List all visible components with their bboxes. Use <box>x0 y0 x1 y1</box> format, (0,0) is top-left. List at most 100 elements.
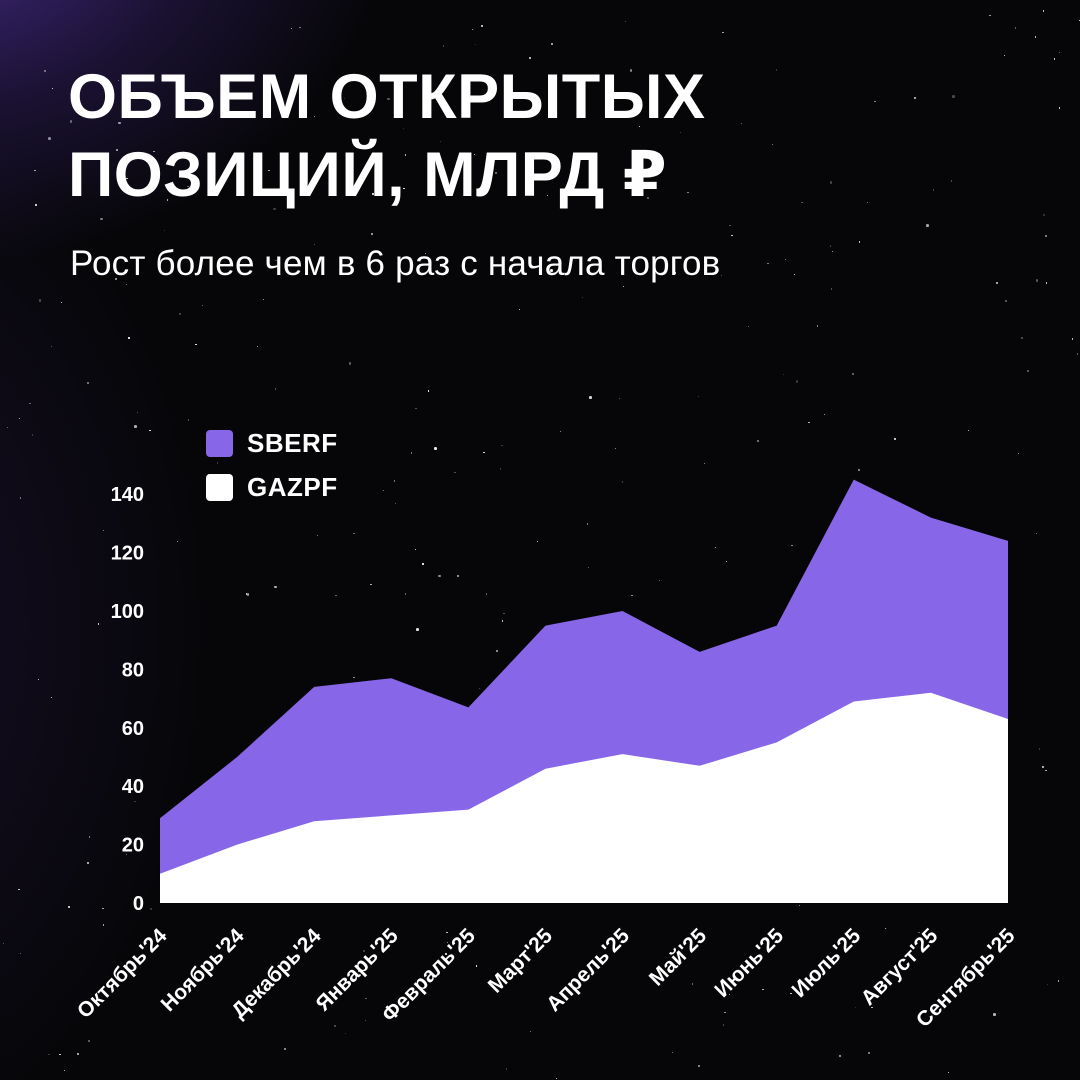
title-line-1: ОБЪЕМ ОТКРЫТЫХ <box>68 58 1080 136</box>
star <box>411 452 412 453</box>
star <box>831 288 832 289</box>
star <box>968 430 969 431</box>
star <box>475 44 476 45</box>
star <box>179 313 180 314</box>
y-axis-tick-label: 60 <box>122 718 144 740</box>
star <box>472 29 473 30</box>
star <box>1058 980 1059 981</box>
subtitle: Рост более чем в 6 раз с начала торгов <box>70 244 1080 284</box>
legend-item-gazpf: GAZPF <box>206 472 338 503</box>
star <box>126 284 127 285</box>
star <box>137 412 138 413</box>
x-axis-tick-label: Октябрь'24 <box>73 924 172 1023</box>
star <box>149 430 150 431</box>
star <box>817 325 818 326</box>
star <box>501 445 502 446</box>
star <box>51 697 52 698</box>
star <box>39 299 42 302</box>
star <box>87 382 88 383</box>
star <box>291 28 292 29</box>
star <box>428 390 429 391</box>
star <box>128 337 129 338</box>
star <box>589 396 592 399</box>
star <box>1072 338 1073 339</box>
legend-swatch-gazpf <box>206 474 233 501</box>
star <box>20 497 21 498</box>
star <box>560 431 561 432</box>
star <box>1047 984 1048 985</box>
star <box>698 396 699 397</box>
legend-swatch-sberf <box>206 430 233 457</box>
star <box>519 309 520 310</box>
star <box>257 346 258 347</box>
star <box>481 25 482 26</box>
star <box>51 346 52 347</box>
star <box>1059 52 1060 53</box>
x-axis-tick-label: Март'25 <box>484 924 557 997</box>
star <box>1005 300 1006 301</box>
legend-label-sberf: SBERF <box>247 428 338 459</box>
star <box>38 679 39 680</box>
poster: ОБЪЕМ ОТКРЫТЫХ ПОЗИЦИЙ, МЛРД ₽ Рост боле… <box>0 0 1080 1080</box>
star <box>824 414 825 415</box>
star <box>195 344 196 345</box>
star <box>783 374 784 375</box>
star <box>704 463 705 464</box>
star <box>1077 353 1078 354</box>
legend-label-gazpf: GAZPF <box>247 472 338 503</box>
star <box>349 362 352 365</box>
star <box>434 447 437 450</box>
star <box>483 452 484 453</box>
star <box>989 15 990 16</box>
star <box>20 953 21 954</box>
y-axis-tick-label: 0 <box>133 893 144 915</box>
star <box>1043 10 1044 11</box>
star <box>1018 453 1019 454</box>
star <box>619 398 620 399</box>
star <box>582 297 583 298</box>
star <box>7 427 8 428</box>
star <box>134 425 137 428</box>
star <box>263 299 264 300</box>
star <box>1004 55 1005 56</box>
y-axis-tick-label: 140 <box>111 484 144 506</box>
star <box>1039 748 1040 749</box>
y-axis-tick-label: 20 <box>122 835 144 857</box>
star <box>48 1054 49 1055</box>
star <box>1021 337 1022 338</box>
star <box>443 45 444 46</box>
star <box>1042 766 1043 767</box>
star <box>202 305 203 306</box>
title-line-2: ПОЗИЦИЙ, МЛРД ₽ <box>68 136 1080 214</box>
star <box>796 380 799 383</box>
star <box>18 889 19 890</box>
star <box>415 408 416 409</box>
y-axis-tick-label: 120 <box>111 543 144 565</box>
star <box>623 286 624 287</box>
star <box>852 373 855 376</box>
star <box>808 422 809 423</box>
chart-legend: SBERF GAZPF <box>206 428 338 503</box>
y-axis-tick-label: 100 <box>111 601 144 623</box>
star <box>275 388 276 389</box>
star <box>551 43 552 44</box>
y-axis-tick-label: 80 <box>122 659 144 681</box>
star <box>894 438 895 439</box>
star <box>1035 36 1036 37</box>
area-chart: 020406080100120140Октябрь'24Ноябрь'24Дек… <box>60 466 1020 1080</box>
star <box>722 32 723 33</box>
star <box>1045 770 1046 771</box>
star <box>1027 370 1030 373</box>
page-title: ОБЪЕМ ОТКРЫТЫХ ПОЗИЦИЙ, МЛРД ₽ <box>68 58 1080 214</box>
star <box>29 403 30 404</box>
star <box>1036 533 1037 534</box>
star <box>1015 27 1016 28</box>
x-axis-tick-label: Июль'25 <box>787 924 865 1002</box>
star <box>615 448 616 449</box>
x-axis-tick-label: Июнь'25 <box>710 924 788 1002</box>
star <box>32 434 33 435</box>
star <box>61 302 62 303</box>
star <box>188 419 189 420</box>
star <box>757 440 760 443</box>
y-axis-tick-label: 40 <box>122 776 144 798</box>
